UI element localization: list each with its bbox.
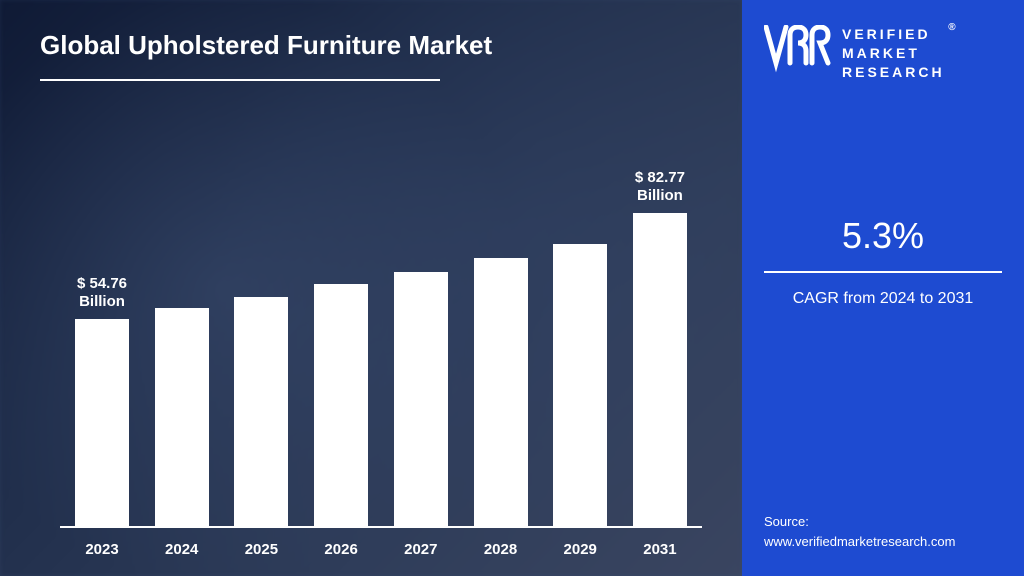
bar-value-label: $ 82.77Billion: [635, 169, 685, 205]
source-url: www.verifiedmarketresearch.com: [764, 532, 1002, 552]
logo-text: VERIFIED MARKET RESEARCH ®: [842, 25, 945, 82]
bar-wrap: $ 82.77Billion: [628, 169, 692, 526]
cagr-block: 5.3% CAGR from 2024 to 2031: [764, 215, 1002, 311]
bar: [314, 284, 368, 526]
x-tick: 2026: [309, 541, 373, 558]
bar-wrap: .: [389, 226, 453, 526]
cagr-divider: [764, 271, 1002, 273]
chart-panel: Global Upholstered Furniture Market $ 54…: [0, 0, 742, 576]
logo-line-3: RESEARCH: [842, 63, 945, 82]
logo-mark-icon: [764, 25, 832, 75]
x-tick: 2025: [229, 541, 293, 558]
bar: [553, 244, 607, 526]
bar-chart: $ 54.76Billion...... $ 82.77Billion: [60, 146, 702, 526]
x-axis: 2023 2024 2025 2026 2027 2028 2029 2031: [60, 541, 702, 558]
x-tick: 2024: [150, 541, 214, 558]
bar: [155, 308, 209, 526]
source-label: Source:: [764, 512, 1002, 532]
title-underline: [40, 79, 440, 81]
x-tick: 2029: [548, 541, 612, 558]
x-tick: 2027: [389, 541, 453, 558]
bar: [474, 258, 528, 526]
bar: [633, 213, 687, 526]
logo-line-1: VERIFIED: [842, 25, 945, 44]
x-tick: 2023: [70, 541, 134, 558]
bar-wrap: .: [150, 262, 214, 526]
x-tick: 2031: [628, 541, 692, 558]
bar-wrap: .: [309, 238, 373, 526]
x-tick: 2028: [469, 541, 533, 558]
info-panel: VERIFIED MARKET RESEARCH ® 5.3% CAGR fro…: [742, 0, 1024, 576]
x-axis-line: [60, 526, 702, 528]
logo: VERIFIED MARKET RESEARCH ®: [764, 25, 1002, 82]
bar-value-label: $ 54.76Billion: [77, 275, 127, 311]
cagr-label: CAGR from 2024 to 2031: [764, 287, 1002, 311]
logo-line-2: MARKET: [842, 44, 945, 63]
source-block: Source: www.verifiedmarketresearch.com: [764, 512, 1002, 551]
bar-wrap: .: [469, 212, 533, 526]
bar: [234, 297, 288, 526]
bar-wrap: .: [229, 251, 293, 526]
registered-mark: ®: [948, 21, 958, 35]
bar: [394, 272, 448, 526]
bar-wrap: .: [548, 198, 612, 526]
bar: [75, 319, 129, 526]
bar-wrap: $ 54.76Billion: [70, 275, 134, 526]
cagr-value: 5.3%: [764, 215, 1002, 257]
chart-title: Global Upholstered Furniture Market: [40, 30, 702, 61]
